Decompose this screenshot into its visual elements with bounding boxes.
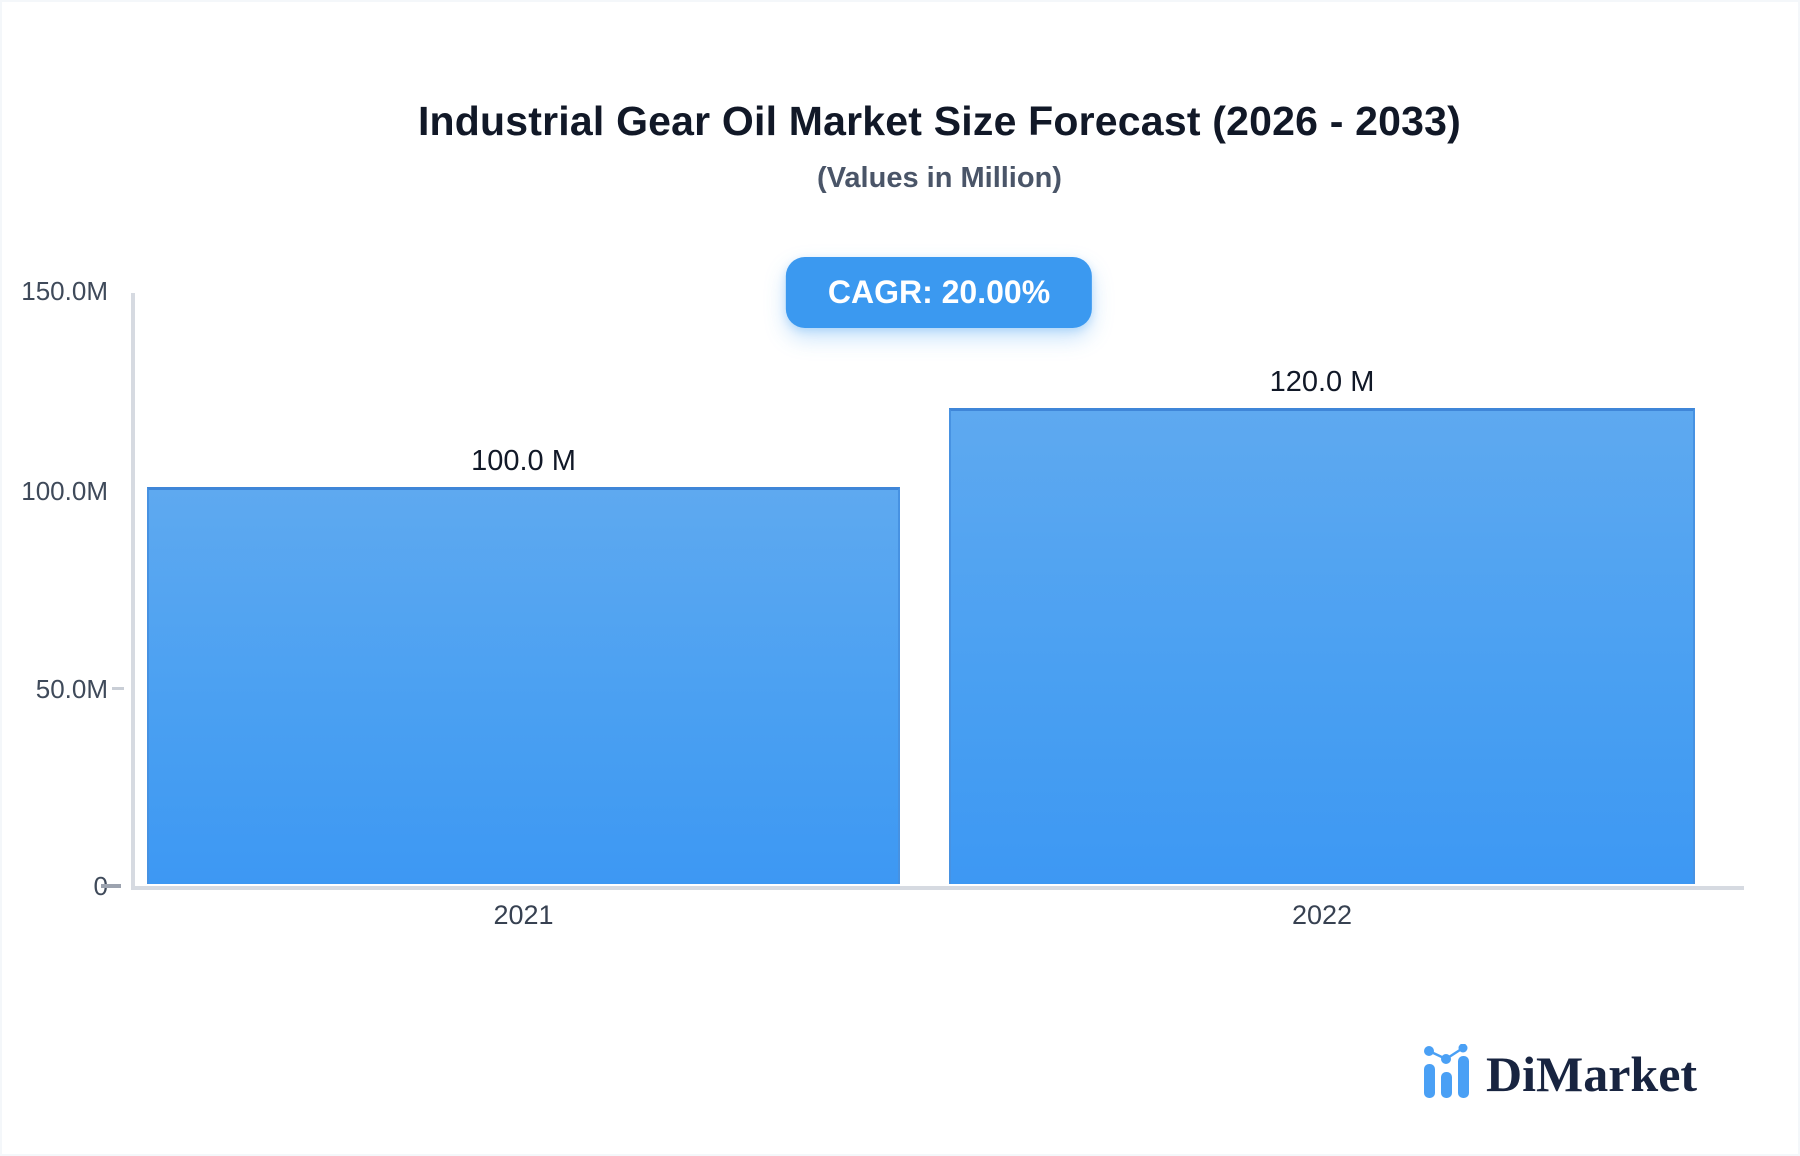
x-axis-line <box>135 886 1744 890</box>
dimarket-logo-text: DiMarket <box>1486 1046 1698 1102</box>
dimarket-logo-icon <box>1424 1044 1469 1098</box>
bar-2021[interactable] <box>147 487 900 884</box>
dimarket-logo: DiMarket <box>1422 1044 1698 1102</box>
cagr-badge: CAGR: 20.00% <box>785 257 1093 328</box>
y-axis-tick-label-150: 150.0M <box>21 276 108 306</box>
y-axis-tick-label-50: 50.0M <box>35 674 108 704</box>
y-axis-tick-mark-0 <box>101 884 121 888</box>
x-axis-label-2022: 2022 <box>1291 900 1353 930</box>
y-axis-line <box>131 293 135 890</box>
bar-group-2021: 100.0 M <box>147 445 900 884</box>
y-axis-tick-label-100: 100.0M <box>21 476 108 506</box>
y-axis-tick-mark-50 <box>112 687 124 690</box>
chart-title: Industrial Gear Oil Market Size Forecast… <box>417 98 1462 144</box>
bar-value-label-2021: 100.0 M <box>471 445 576 477</box>
y-axis-tick-label-0: 0 <box>12 872 108 900</box>
bar-group-2022: 120.0 M <box>949 366 1695 884</box>
chart-subtitle: (Values in Million) <box>817 162 1062 194</box>
bar-value-label-2022: 120.0 M <box>1269 366 1375 398</box>
x-axis-label-2021: 2021 <box>493 900 554 930</box>
bar-2022[interactable] <box>949 408 1695 884</box>
